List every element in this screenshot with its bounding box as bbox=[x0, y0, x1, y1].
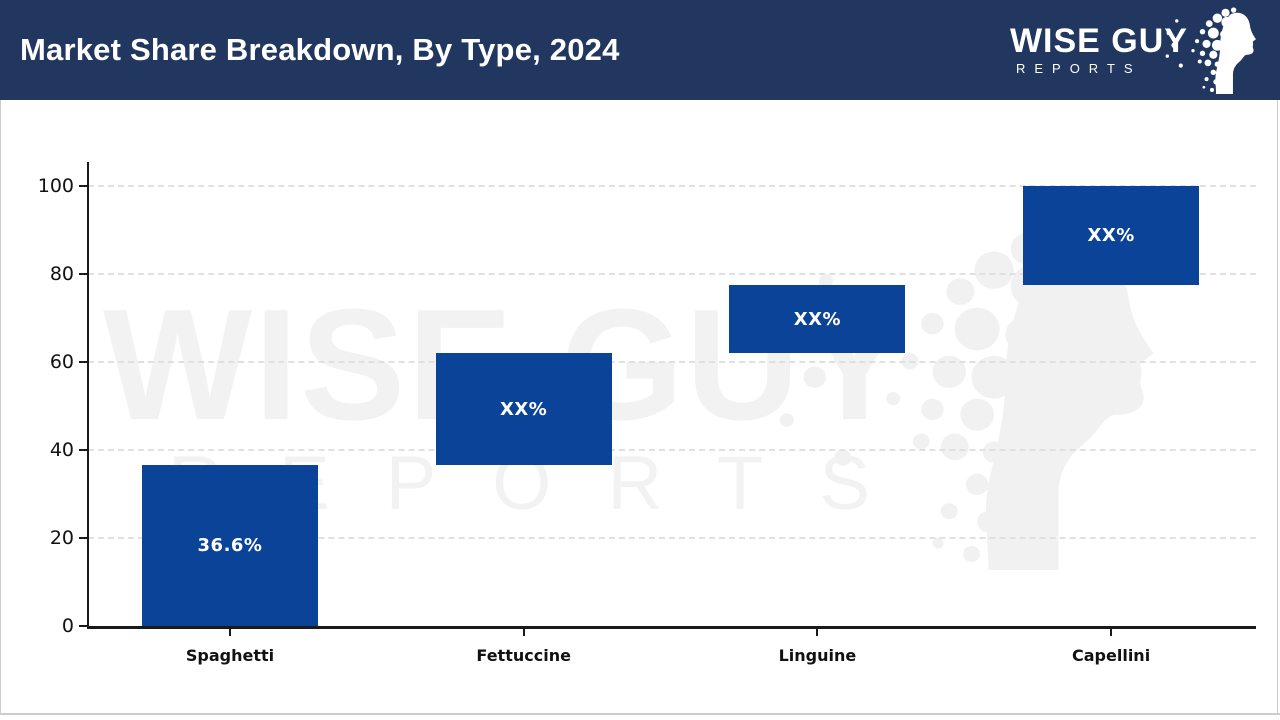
frame-line-right bbox=[1277, 100, 1278, 715]
x-tick bbox=[229, 628, 231, 636]
waterfall-chart: WISE GUY REPORTS 0 20 40 60 80 100 36.6% XX% XX%… bbox=[0, 100, 1280, 720]
gridline bbox=[88, 537, 1256, 539]
y-tick-label: 100 bbox=[37, 175, 74, 197]
gridline bbox=[88, 185, 1256, 187]
bar-linguine: XX% bbox=[729, 285, 906, 354]
frame-line-left bbox=[0, 100, 1, 715]
logo-wordmark: WISE GUY REPORTS bbox=[1010, 24, 1188, 76]
bar-fettuccine: XX% bbox=[435, 353, 612, 465]
x-tick bbox=[522, 628, 525, 636]
y-axis-spine bbox=[87, 162, 89, 629]
y-tick bbox=[79, 537, 88, 539]
y-tick bbox=[79, 361, 88, 363]
logo-wordmark-line2: REPORTS bbox=[1015, 61, 1142, 76]
logo-wordmark-line1: WISE GUY bbox=[1009, 22, 1188, 60]
gridline bbox=[88, 273, 1256, 275]
gridline bbox=[88, 449, 1256, 451]
y-tick bbox=[79, 273, 88, 275]
y-tick-label: 0 bbox=[61, 615, 74, 637]
y-tick-label: 40 bbox=[49, 439, 74, 461]
wiseguy-logo: WISE GUY REPORTS bbox=[1010, 6, 1266, 94]
x-axis-label-spaghetti: Spaghetti bbox=[185, 646, 275, 665]
bar-spaghetti: 36.6% bbox=[142, 464, 318, 626]
y-tick bbox=[79, 449, 88, 451]
bar-value-label: 36.6% bbox=[197, 534, 263, 556]
x-tick bbox=[1110, 628, 1113, 636]
x-axis-label-linguine: Linguine bbox=[778, 646, 857, 665]
bar-value-label: XX% bbox=[793, 308, 842, 330]
bar-value-label: XX% bbox=[1087, 225, 1135, 247]
y-tick bbox=[79, 185, 88, 187]
x-axis-label-capellini: Capellini bbox=[1072, 646, 1151, 665]
gridline bbox=[88, 361, 1256, 363]
y-tick bbox=[79, 625, 88, 627]
x-axis-spine bbox=[87, 626, 1256, 629]
y-tick-label: 80 bbox=[49, 263, 74, 285]
x-tick bbox=[816, 628, 819, 636]
x-axis-label-fettuccine: Fettuccine bbox=[476, 646, 571, 665]
bar-capellini: XX% bbox=[1023, 186, 1200, 286]
y-tick-label: 20 bbox=[49, 527, 74, 549]
y-tick-label: 60 bbox=[49, 351, 74, 373]
bar-value-label: XX% bbox=[500, 398, 548, 420]
chart-title: Market Share Breakdown, By Type, 2024 bbox=[20, 32, 620, 67]
header-bar: Market Share Breakdown, By Type, 2024 WI… bbox=[0, 0, 1280, 100]
frame-line-bottom bbox=[0, 713, 1280, 715]
